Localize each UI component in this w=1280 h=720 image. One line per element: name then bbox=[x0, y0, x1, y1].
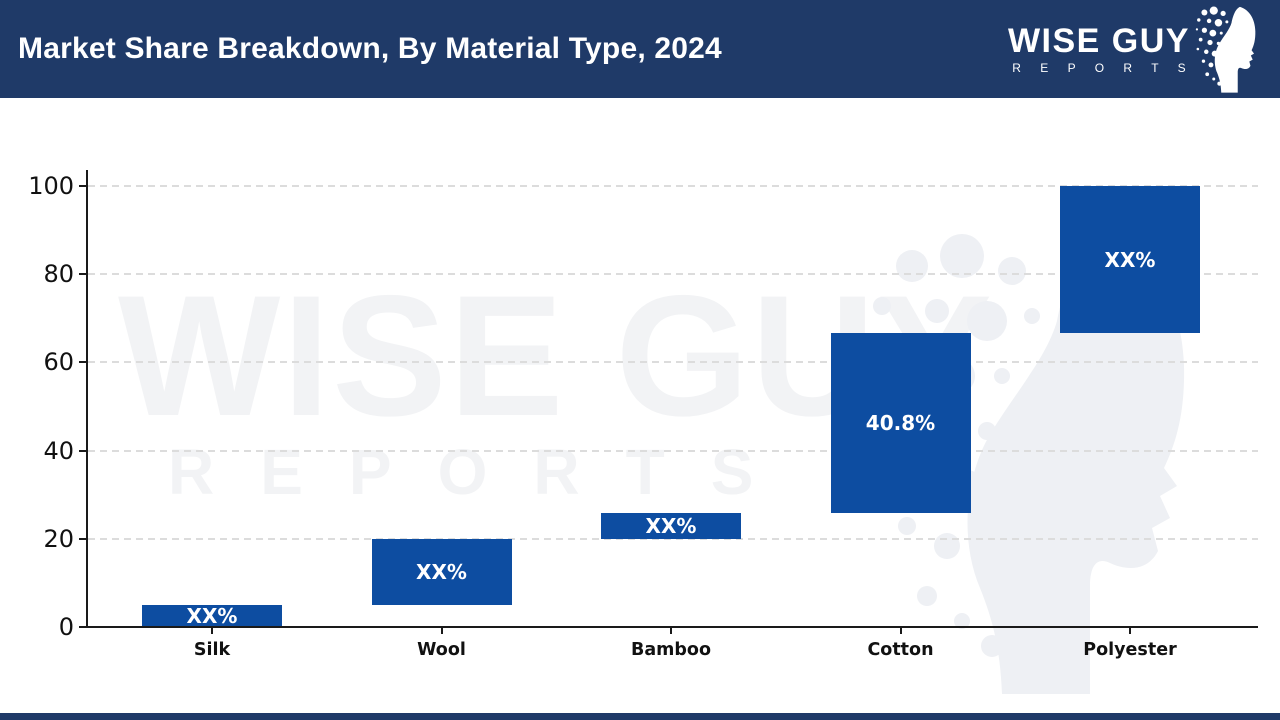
bar-value-label: XX% bbox=[186, 603, 238, 628]
footer-bar bbox=[0, 713, 1280, 720]
y-tick-label-60: 60 bbox=[43, 348, 74, 377]
y-tick-20 bbox=[79, 537, 88, 540]
header-bar: Market Share Breakdown, By Material Type… bbox=[0, 0, 1280, 98]
y-tick-label-80: 80 bbox=[43, 260, 74, 289]
bar-value-label: XX% bbox=[1104, 247, 1156, 272]
gridline-80 bbox=[88, 273, 1258, 276]
bar-silk: XX% bbox=[142, 603, 282, 628]
brand-logo-text: WISE GUY R E P O R T S bbox=[1008, 24, 1190, 74]
x-tick-wool bbox=[440, 628, 443, 634]
x-tick-silk bbox=[211, 628, 213, 634]
brand-logo: WISE GUY R E P O R T S bbox=[1008, 5, 1258, 93]
x-axis-label-bamboo: Bamboo bbox=[631, 640, 711, 660]
y-tick-0 bbox=[79, 626, 88, 628]
bar-wool: XX% bbox=[371, 538, 512, 605]
bar-polyester: XX% bbox=[1060, 186, 1200, 334]
x-axis-label-cotton: Cotton bbox=[867, 640, 934, 660]
brand-name: WISE GUY bbox=[1007, 22, 1190, 60]
y-tick-label-40: 40 bbox=[43, 436, 74, 465]
y-tick-100 bbox=[79, 185, 88, 187]
y-tick-80 bbox=[79, 273, 88, 276]
x-tick-polyester bbox=[1129, 628, 1131, 634]
x-tick-cotton bbox=[899, 628, 902, 634]
y-tick-label-20: 20 bbox=[43, 524, 74, 553]
bar-value-label: XX% bbox=[645, 514, 697, 538]
dot-face-profile-icon bbox=[1195, 6, 1256, 93]
x-axis-label-silk: Silk bbox=[193, 640, 231, 660]
gridline-20 bbox=[88, 537, 1258, 540]
y-tick-60 bbox=[79, 361, 88, 364]
y-axis-line bbox=[86, 170, 88, 627]
gridline-40 bbox=[88, 449, 1258, 452]
gridline-100 bbox=[88, 185, 1258, 187]
bar-bamboo: XX% bbox=[601, 513, 741, 539]
x-axis-label-wool: Wool bbox=[417, 640, 466, 660]
bar-value-label: 40.8% bbox=[865, 411, 936, 436]
bar-cotton: 40.8% bbox=[830, 333, 971, 514]
y-tick-label-0: 0 bbox=[58, 613, 74, 641]
bar-value-label: XX% bbox=[416, 559, 467, 584]
page-title: Market Share Breakdown, By Material Type… bbox=[18, 32, 722, 65]
brand-subtitle: R E P O R T S bbox=[1012, 61, 1194, 75]
x-axis-label-polyester: Polyester bbox=[1083, 640, 1177, 660]
y-tick-label-100: 100 bbox=[28, 172, 74, 200]
gridline-60 bbox=[88, 361, 1258, 364]
y-tick-40 bbox=[79, 449, 88, 452]
x-axis-line bbox=[86, 626, 1258, 628]
x-tick-bamboo bbox=[670, 628, 672, 634]
